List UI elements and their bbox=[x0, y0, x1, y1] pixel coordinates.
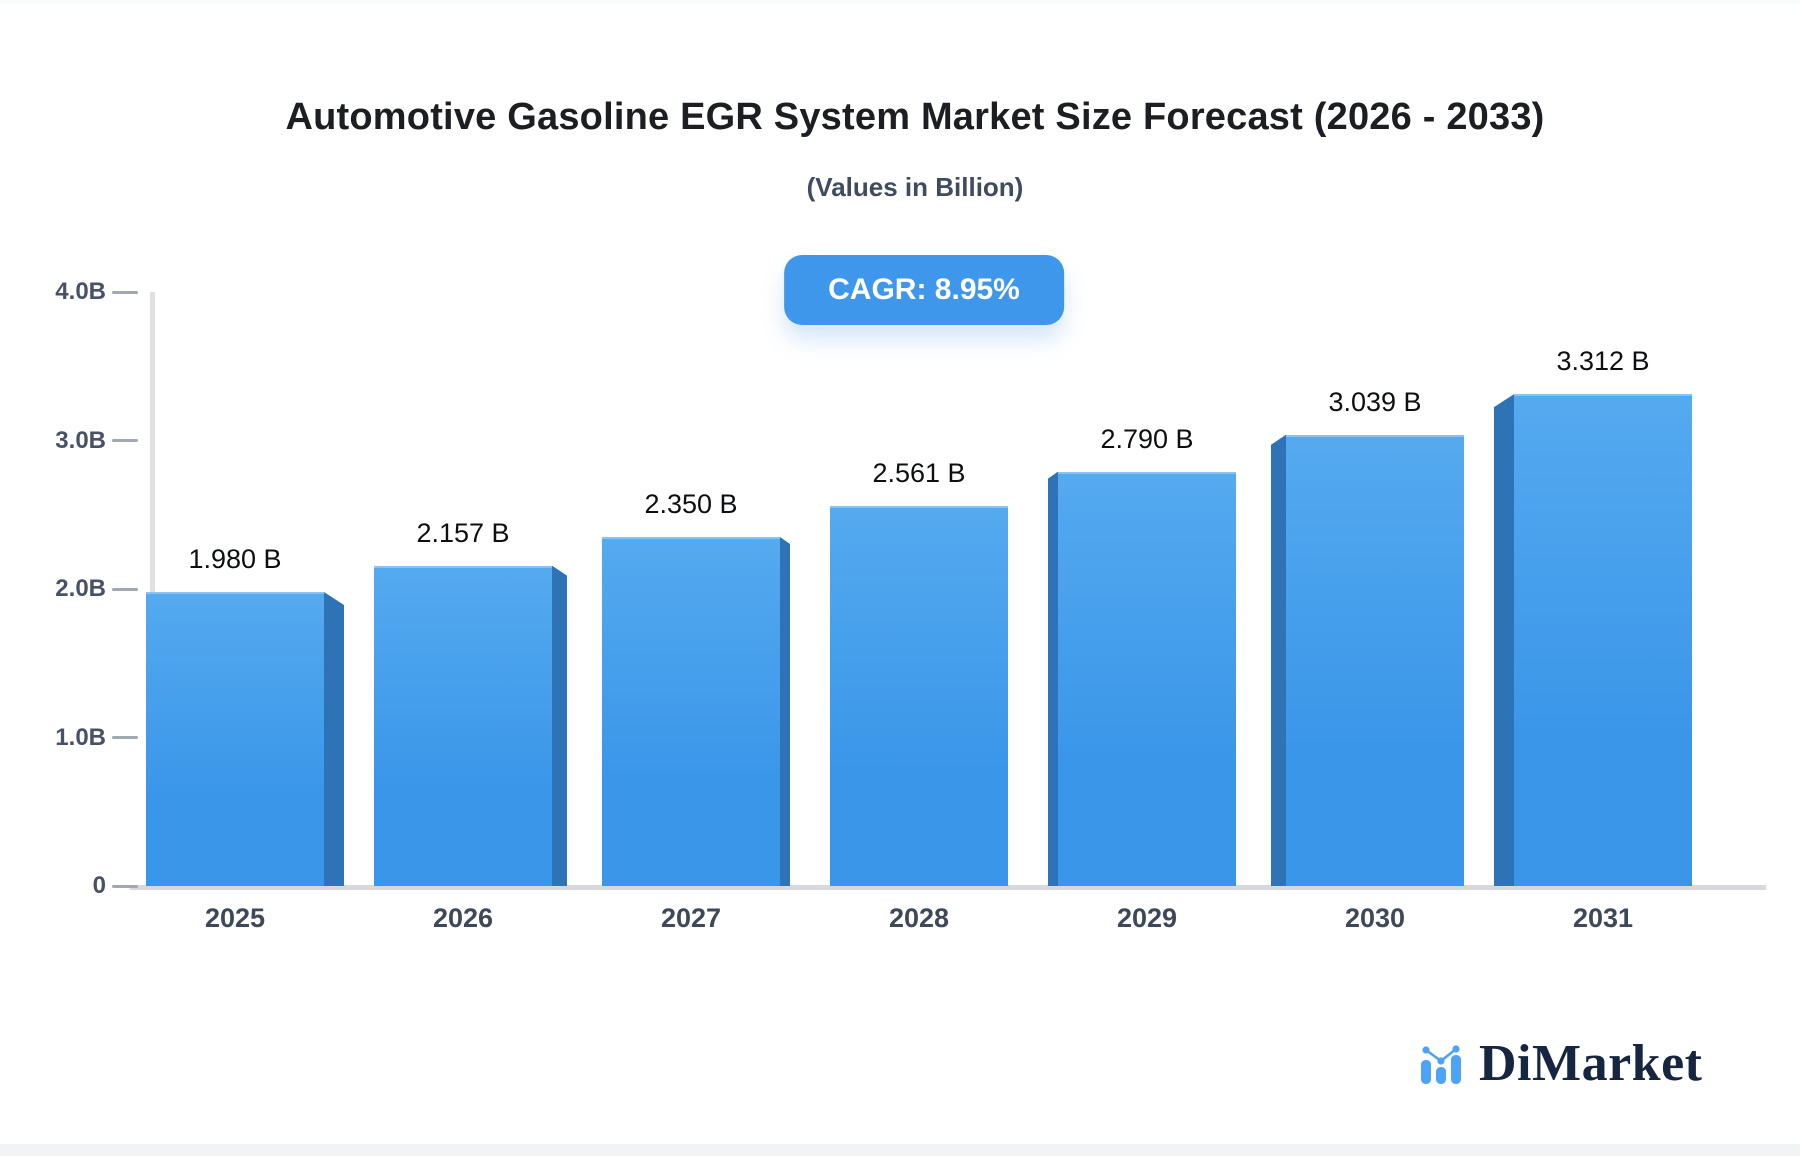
x-axis-category-label: 2028 bbox=[888, 903, 950, 933]
y-axis-tick-mark bbox=[112, 736, 138, 739]
y-axis-tick-mark bbox=[112, 290, 138, 294]
bar bbox=[146, 591, 324, 886]
top-edge-strip bbox=[0, 0, 1800, 4]
bar-3d-side bbox=[780, 537, 790, 886]
page-title: Automotive Gasoline EGR System Market Si… bbox=[285, 96, 1545, 138]
bar-3d-side bbox=[324, 591, 344, 886]
x-axis-category-label: 2029 bbox=[1116, 903, 1178, 933]
bar-value-label: 2.561 B bbox=[872, 457, 966, 488]
y-axis-tick-label: 4.0B bbox=[55, 278, 106, 305]
x-axis-category-label: 2027 bbox=[660, 903, 722, 933]
x-axis-baseline bbox=[130, 885, 1766, 890]
bar-value-label: 2.157 B bbox=[416, 517, 510, 548]
bar-chart-trend-icon bbox=[1421, 1045, 1461, 1084]
y-axis-tick-label: 3.0B bbox=[55, 426, 106, 454]
y-axis-tick-label: 0 bbox=[92, 872, 106, 899]
bottom-edge-strip bbox=[0, 1144, 1800, 1156]
page-subtitle: (Values in Billion) bbox=[806, 172, 1024, 202]
bar bbox=[830, 505, 1008, 886]
y-axis-tick-mark bbox=[112, 884, 138, 888]
y-axis-line bbox=[150, 292, 155, 890]
bar bbox=[1286, 434, 1464, 886]
y-axis-tick-label: 2.0B bbox=[55, 575, 106, 602]
bar-3d-side bbox=[1271, 434, 1286, 886]
bar bbox=[602, 537, 780, 886]
y-axis-tick-label: 1.0B bbox=[55, 723, 106, 751]
bar-3d-side bbox=[1494, 394, 1514, 886]
x-axis-category-label: 2030 bbox=[1344, 903, 1406, 933]
bar-3d-side bbox=[552, 565, 567, 886]
logo-wordmark: DiMarket bbox=[1479, 1035, 1703, 1092]
bar bbox=[1058, 471, 1236, 886]
bar bbox=[1514, 394, 1692, 886]
y-axis-tick-mark bbox=[112, 439, 138, 442]
bar-value-label: 1.980 B bbox=[188, 543, 282, 574]
bar-value-label: 3.039 B bbox=[1328, 386, 1422, 417]
x-axis-category-label: 2031 bbox=[1572, 903, 1634, 933]
x-axis-category-label: 2026 bbox=[432, 903, 494, 933]
cagr-badge: CAGR: 8.95% bbox=[784, 255, 1064, 325]
bar bbox=[374, 565, 552, 886]
dimarket-logo: DiMarket bbox=[1418, 1032, 1702, 1096]
bar-value-label: 2.790 B bbox=[1100, 423, 1194, 454]
y-axis-tick-mark bbox=[112, 587, 138, 591]
bar-3d-side bbox=[1048, 471, 1058, 886]
x-axis-category-label: 2025 bbox=[204, 903, 266, 933]
bar-value-label: 3.312 B bbox=[1556, 346, 1650, 377]
bar-value-label: 2.350 B bbox=[644, 489, 738, 520]
